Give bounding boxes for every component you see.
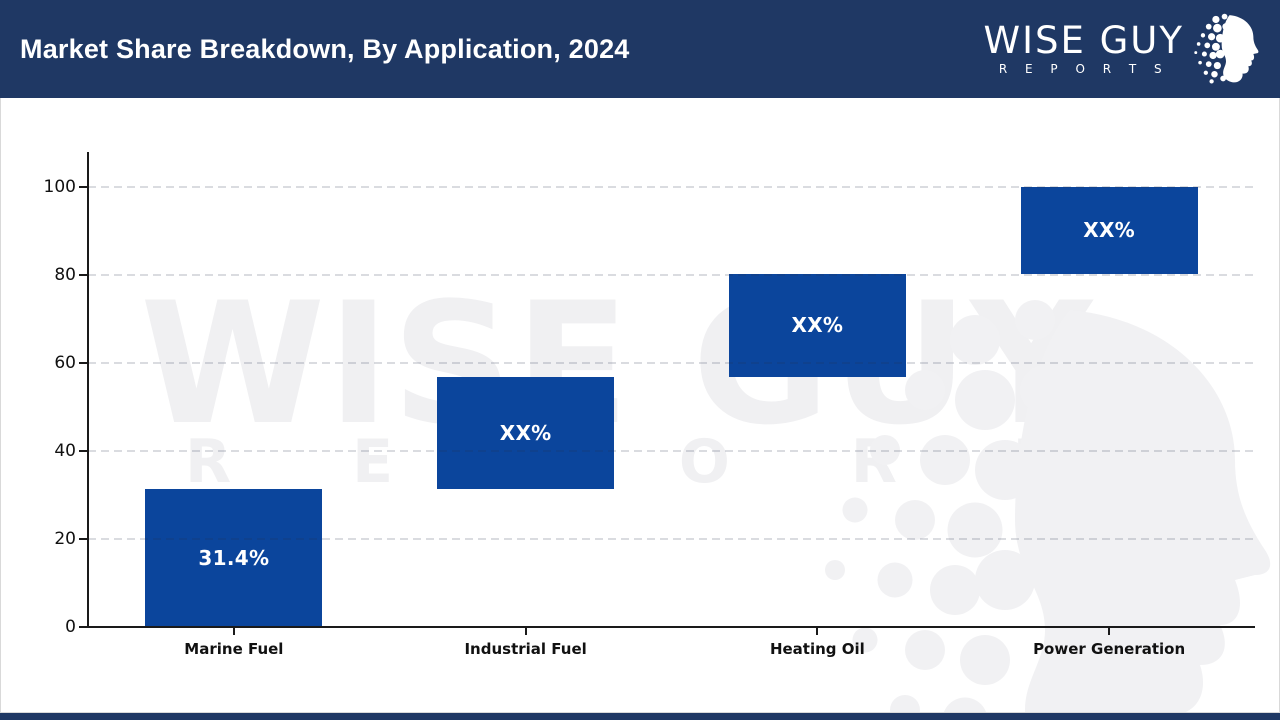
page-title: Market Share Breakdown, By Application, … (20, 33, 630, 64)
bar-heating-oil (728, 273, 906, 377)
logo-wordmark: WISE GUY (983, 19, 1184, 62)
y-tick-100 (79, 185, 88, 188)
category-label-power-generation: Power Generation (1033, 640, 1186, 658)
x-tick (524, 628, 527, 635)
wiseguy-logo: WISE GUY R E P O R T S (984, 7, 1262, 91)
bar-marine-fuel (145, 488, 323, 627)
bar-value-label: 31.4% (198, 545, 270, 570)
bar-value-label: XX% (791, 313, 844, 338)
watermark-text-1: WISE GUY (140, 266, 1095, 462)
logo-head-icon (1194, 13, 1259, 84)
y-tick-label: 40 (54, 440, 76, 461)
y-tick-label: 20 (54, 528, 76, 549)
gridline-20 (88, 537, 1255, 540)
gridline-40 (88, 449, 1255, 452)
x-tick (1108, 628, 1111, 635)
y-tick-60 (79, 361, 88, 364)
header: Market Share Breakdown, By Application, … (0, 0, 1280, 98)
x-tick (232, 628, 235, 635)
x-tick (816, 628, 819, 635)
bar-industrial-fuel (437, 376, 615, 489)
gridline-60 (88, 361, 1255, 364)
category-label-heating-oil: Heating Oil (769, 640, 865, 658)
y-axis (87, 152, 89, 628)
x-axis (87, 626, 1255, 628)
y-tick-label: 60 (54, 352, 76, 373)
gridline-100 (88, 185, 1255, 188)
y-tick-80 (79, 273, 88, 276)
y-tick-label: 0 (65, 617, 76, 637)
y-tick-0 (79, 626, 88, 628)
logo-subtext: R E P O R T S (998, 62, 1169, 76)
footer-bar (0, 712, 1280, 720)
bar-value-label: XX% (499, 420, 552, 445)
gridline-80 (88, 273, 1255, 276)
logo-text: WISE GUY R E P O R T S (984, 22, 1184, 76)
category-label-marine-fuel: Marine Fuel (184, 640, 284, 658)
bar-value-label: XX% (1083, 218, 1136, 243)
y-tick-40 (79, 449, 88, 452)
y-tick-label: 80 (54, 264, 76, 285)
bar-power-generation (1020, 186, 1198, 274)
category-label-industrial-fuel: Industrial Fuel (464, 640, 587, 658)
y-tick-label: 100 (43, 176, 76, 197)
y-tick-20 (79, 537, 88, 540)
